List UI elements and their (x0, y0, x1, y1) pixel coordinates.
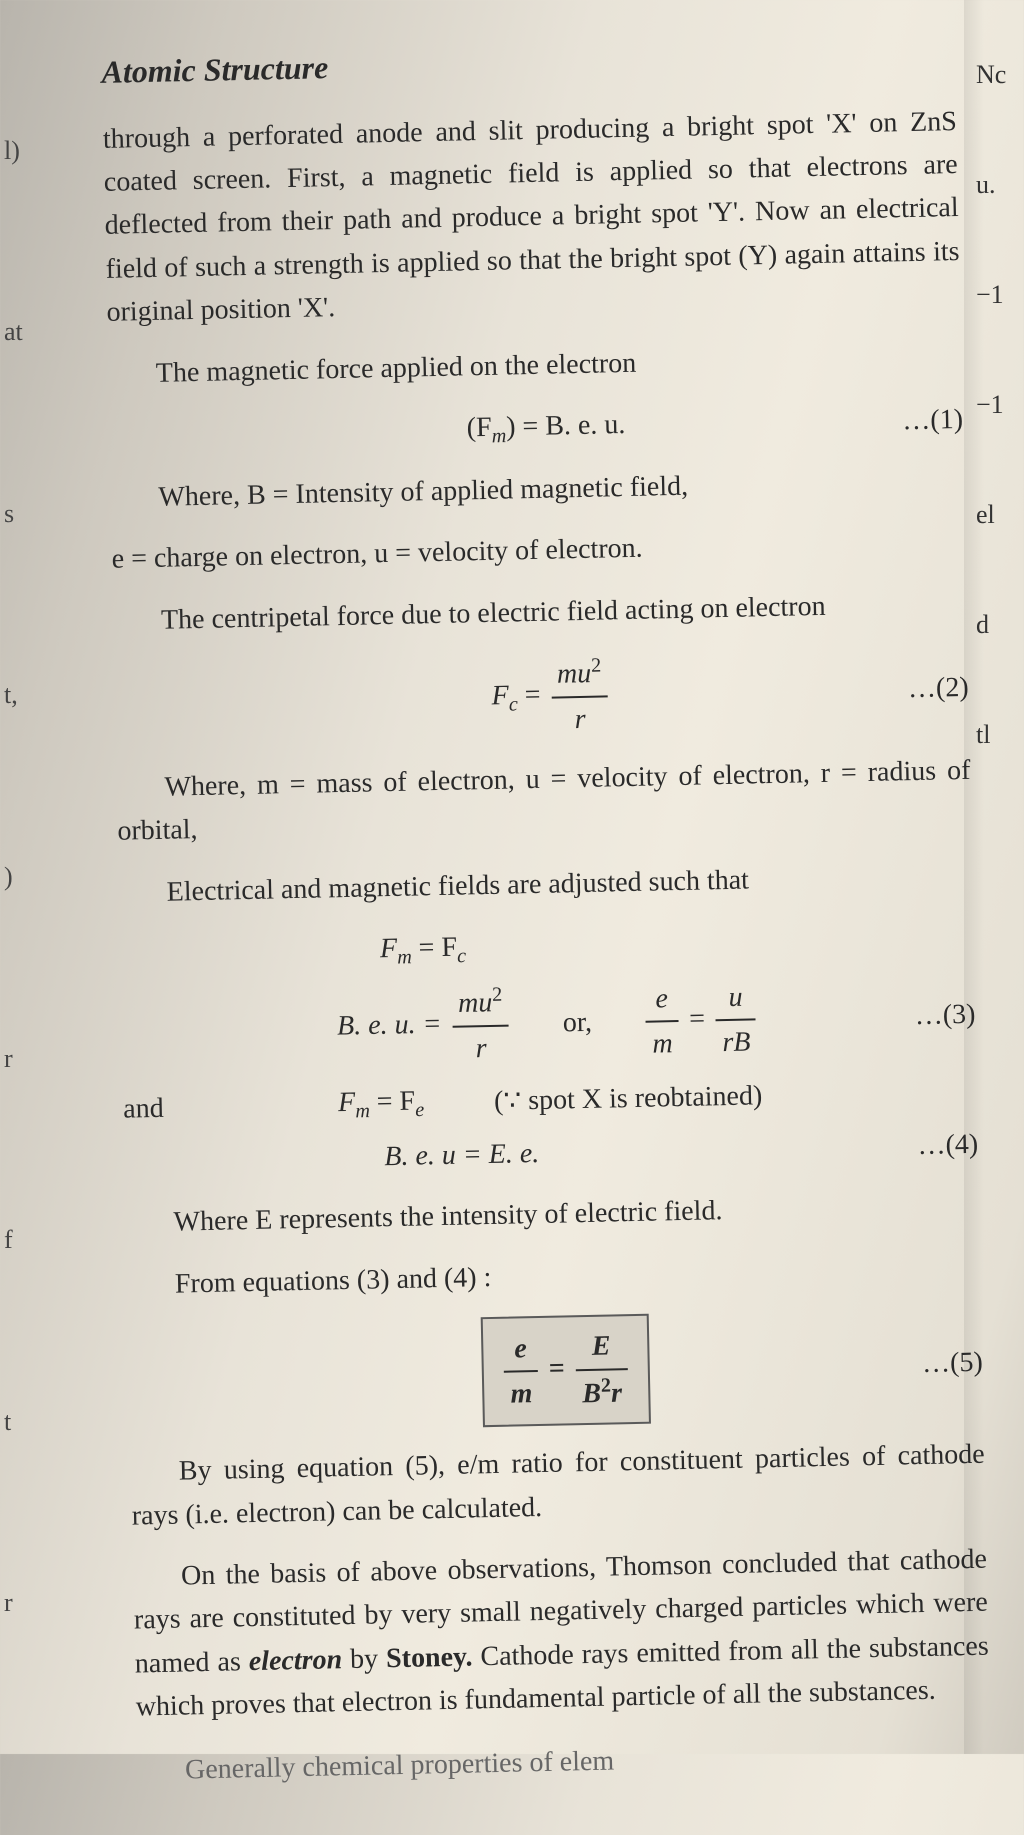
paragraph-from-eq: From equations (3) and (4) : (126, 1246, 981, 1307)
eq-text: (F (466, 412, 492, 444)
frac-num: u (715, 975, 756, 1021)
frac-den-a: B (582, 1378, 601, 1409)
eq-text: F (491, 680, 509, 711)
frac-num: e (645, 977, 678, 1023)
fraction: E B2r (575, 1324, 629, 1415)
eq-text: = (517, 679, 547, 711)
frac-sup: 2 (492, 984, 503, 1006)
page-content: Atomic Structure through a perforated an… (0, 0, 1024, 1835)
paragraph-intro: through a perforated anode and slit prod… (102, 100, 960, 335)
eq-text: F (338, 1087, 356, 1118)
eq-text: = F (411, 932, 457, 964)
fraction: mu2 r (452, 980, 510, 1071)
eq-sub: c (509, 693, 518, 715)
eq-sub: m (397, 946, 412, 968)
frac-den: m (504, 1372, 539, 1416)
cut-off-text: Generally chemical properties of elem (137, 1731, 992, 1792)
equation-number: …(4) (858, 1123, 979, 1169)
electron-term: electron (248, 1644, 342, 1677)
paragraph-thomson: On the basis of above observations, Thom… (133, 1538, 990, 1729)
and-label: and (123, 1085, 244, 1131)
frac-den: rB (716, 1020, 757, 1064)
equation-3: B. e. u. = mu2 r or, e m = u rB (121, 970, 977, 1078)
eq-sub: e (415, 1099, 424, 1121)
frac-num: E (575, 1324, 628, 1370)
eq-sub: m (492, 425, 507, 447)
equation-4: B. e. u = E. e. …(4) (124, 1123, 979, 1184)
eq-text: ) = B. e. u. (506, 409, 626, 442)
paragraph-magnetic-force: The magnetic force applied on the electr… (107, 334, 962, 395)
boxed-equation: e m = E B2r (481, 1314, 651, 1428)
eq-text: = (689, 1003, 712, 1034)
equation-1: (Fm) = B. e. u. …(1) (109, 396, 964, 461)
fraction: u rB (715, 975, 757, 1065)
equation-number: …(1) (843, 398, 964, 444)
equation-fm-fc: Fm = Fc (120, 915, 975, 980)
eq-sub: c (457, 945, 466, 967)
paragraph-centripetal: The centripetal force due to electric fi… (113, 581, 968, 642)
fraction: e m (645, 977, 679, 1066)
frac-num: mu (557, 658, 592, 690)
frac-num: mu (458, 987, 493, 1019)
equation-2: Fc = mu2 r …(2) (114, 643, 970, 751)
frac-den-b: r (611, 1377, 623, 1408)
or-text: or, (562, 1001, 592, 1045)
equation-number: …(3) (855, 993, 976, 1039)
frac-den: r (552, 697, 609, 742)
paragraph-where-e-field: Where E represents the intensity of elec… (125, 1184, 980, 1245)
frac-den: m (646, 1022, 679, 1066)
paragraph-em-ratio: By using equation (5), e/m ratio for con… (130, 1433, 986, 1538)
equation-number: …(2) (848, 666, 969, 712)
eq-text: B. e. u. = (337, 1008, 449, 1041)
edge-frag: r (4, 1588, 36, 1618)
section-header: Atomic Structure (101, 30, 956, 97)
frac-num: e (503, 1327, 538, 1373)
eq-note: (∵ spot X is reobtained) (494, 1074, 763, 1123)
paragraph-where-e: e = charge on electron, u = velocity of … (111, 520, 966, 581)
stoney-term: Stoney. (386, 1641, 473, 1674)
eq-text: F (380, 933, 398, 964)
text-run: by (342, 1643, 387, 1675)
eq-sub: m (355, 1100, 370, 1122)
equation-number: …(5) (862, 1340, 983, 1386)
eq-text: = (549, 1353, 573, 1384)
frac-den: r (453, 1026, 510, 1071)
paragraph-where-m: Where, m = mass of electron, u = velocit… (116, 749, 972, 854)
equation-5: e m = E B2r …(5) (128, 1307, 984, 1435)
fraction: mu2 r (551, 650, 609, 741)
fraction: e m (503, 1327, 539, 1416)
eq-text: = F (369, 1086, 415, 1118)
equation-block-3-4: Fm = Fc B. e. u. = mu2 r or, e (120, 915, 979, 1184)
frac-sup: 2 (601, 1374, 612, 1396)
paragraph-where-b: Where, B = Intensity of applied magnetic… (110, 459, 965, 520)
eq-text: B. e. u = E. e. (384, 1132, 540, 1179)
equation-fm-fe: and Fm = Fe (∵ spot X is reobtained) (123, 1068, 978, 1133)
frac-sup: 2 (591, 654, 602, 676)
paragraph-adjusted: Electrical and magnetic fields are adjus… (118, 854, 973, 915)
